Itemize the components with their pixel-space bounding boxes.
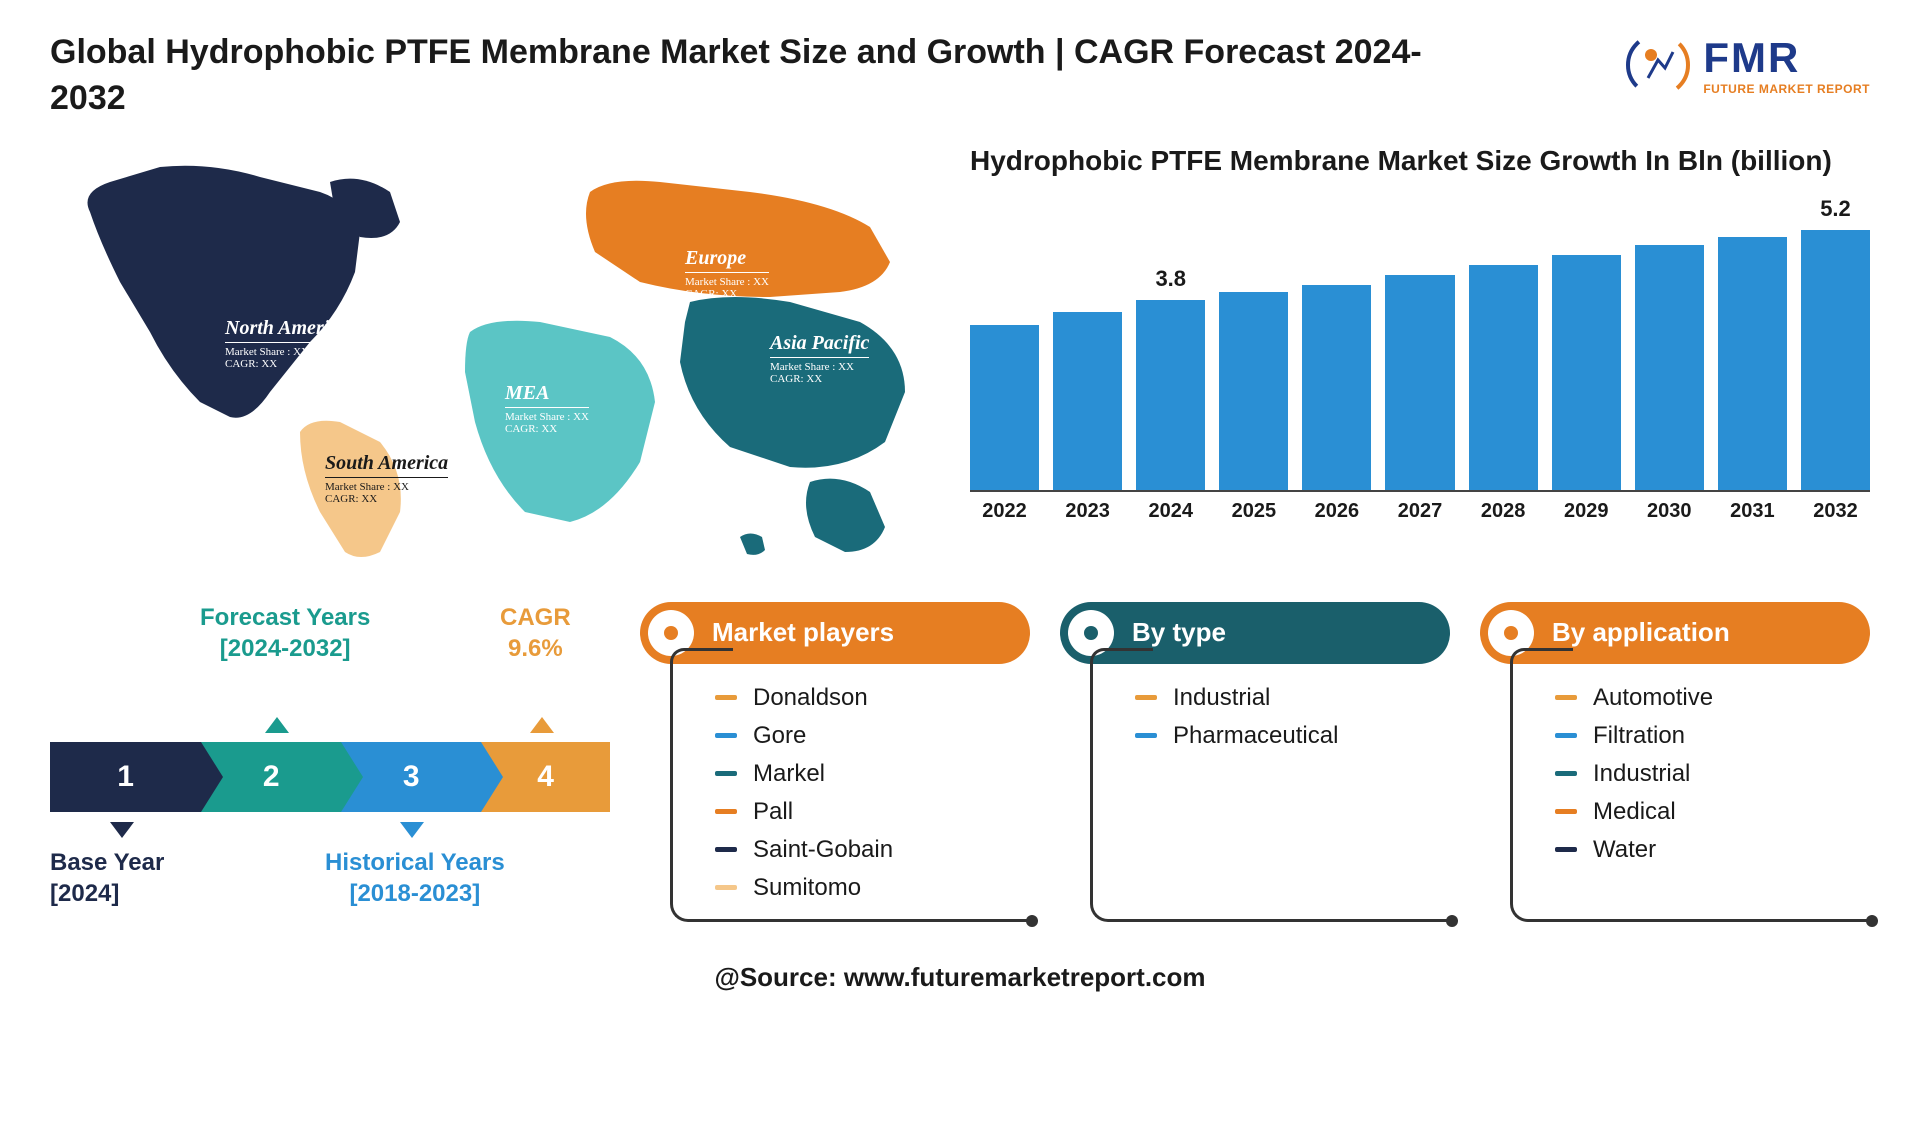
year-label: 2025 <box>1219 500 1288 523</box>
bar-2031 <box>1718 203 1787 490</box>
list-item: Filtration <box>1555 722 1870 750</box>
page-title: Global Hydrophobic PTFE Membrane Market … <box>50 30 1450 122</box>
bar-2025 <box>1219 258 1288 490</box>
triangle-icon <box>265 717 289 733</box>
triangle-icon <box>530 717 554 733</box>
year-label: 2027 <box>1385 500 1454 523</box>
year-label: 2026 <box>1302 500 1371 523</box>
bar-2032: 5.2 <box>1801 196 1870 490</box>
fmr-logo-icon <box>1623 30 1693 100</box>
bar-2027 <box>1385 241 1454 490</box>
category-market-players: Market playersDonaldsonGoreMarkelPallSai… <box>640 602 1030 922</box>
bar-2029 <box>1552 221 1621 490</box>
timeline: Forecast Years [2024-2032] CAGR 9.6% 123… <box>50 602 610 922</box>
map-region-north-america: North AmericaMarket Share : XXCAGR: XX <box>225 317 348 370</box>
triangle-icon <box>400 822 424 838</box>
category-by-type: By typeIndustrialPharmaceutical <box>1060 602 1450 922</box>
list-item: Pall <box>715 798 1030 826</box>
logo-text-main: FMR <box>1703 34 1870 82</box>
list-item: Pharmaceutical <box>1135 722 1450 750</box>
list-item: Gore <box>715 722 1030 750</box>
year-label: 2031 <box>1718 500 1787 523</box>
year-label: 2023 <box>1053 500 1122 523</box>
list-item: Medical <box>1555 798 1870 826</box>
timeline-segment-1: 1 <box>50 742 201 812</box>
base-year-label: Base Year [2024] <box>50 847 164 909</box>
cagr-label: CAGR 9.6% <box>500 602 571 664</box>
world-map: North AmericaMarket Share : XXCAGR: XX So… <box>50 142 930 562</box>
year-label: 2022 <box>970 500 1039 523</box>
list-item: Donaldson <box>715 684 1030 712</box>
bar-2023 <box>1053 278 1122 490</box>
year-label: 2028 <box>1469 500 1538 523</box>
list-item: Industrial <box>1555 760 1870 788</box>
map-region-south-america: South AmericaMarket Share : XXCAGR: XX <box>325 452 448 505</box>
map-region-asia-pacific: Asia PacificMarket Share : XXCAGR: XX <box>770 332 869 385</box>
list-item: Water <box>1555 836 1870 864</box>
logo: FMR FUTURE MARKET REPORT <box>1623 30 1870 100</box>
map-region-mea: MEAMarket Share : XXCAGR: XX <box>505 382 589 435</box>
list-item: Markel <box>715 760 1030 788</box>
year-label: 2030 <box>1635 500 1704 523</box>
year-label: 2032 <box>1801 500 1870 523</box>
bar-2022 <box>970 291 1039 490</box>
logo-text-sub: FUTURE MARKET REPORT <box>1703 82 1870 96</box>
bar-2030 <box>1635 211 1704 490</box>
chart-title: Hydrophobic PTFE Membrane Market Size Gr… <box>970 142 1870 180</box>
bar-2024: 3.8 <box>1136 266 1205 490</box>
map-region-europe: EuropeMarket Share : XXCAGR: XX <box>685 247 769 300</box>
forecast-label: Forecast Years [2024-2032] <box>200 602 370 664</box>
bar-chart: Hydrophobic PTFE Membrane Market Size Gr… <box>970 142 1870 562</box>
list-item: Saint-Gobain <box>715 836 1030 864</box>
historical-label: Historical Years [2018-2023] <box>325 847 505 909</box>
category-by-application: By applicationAutomotiveFiltrationIndust… <box>1480 602 1870 922</box>
year-label: 2024 <box>1136 500 1205 523</box>
list-item: Automotive <box>1555 684 1870 712</box>
list-item: Industrial <box>1135 684 1450 712</box>
bar-2028 <box>1469 231 1538 490</box>
year-label: 2029 <box>1552 500 1621 523</box>
list-item: Sumitomo <box>715 874 1030 902</box>
source-text: @Source: www.futuremarketreport.com <box>50 962 1870 993</box>
triangle-icon <box>110 822 134 838</box>
bar-2026 <box>1302 251 1371 490</box>
